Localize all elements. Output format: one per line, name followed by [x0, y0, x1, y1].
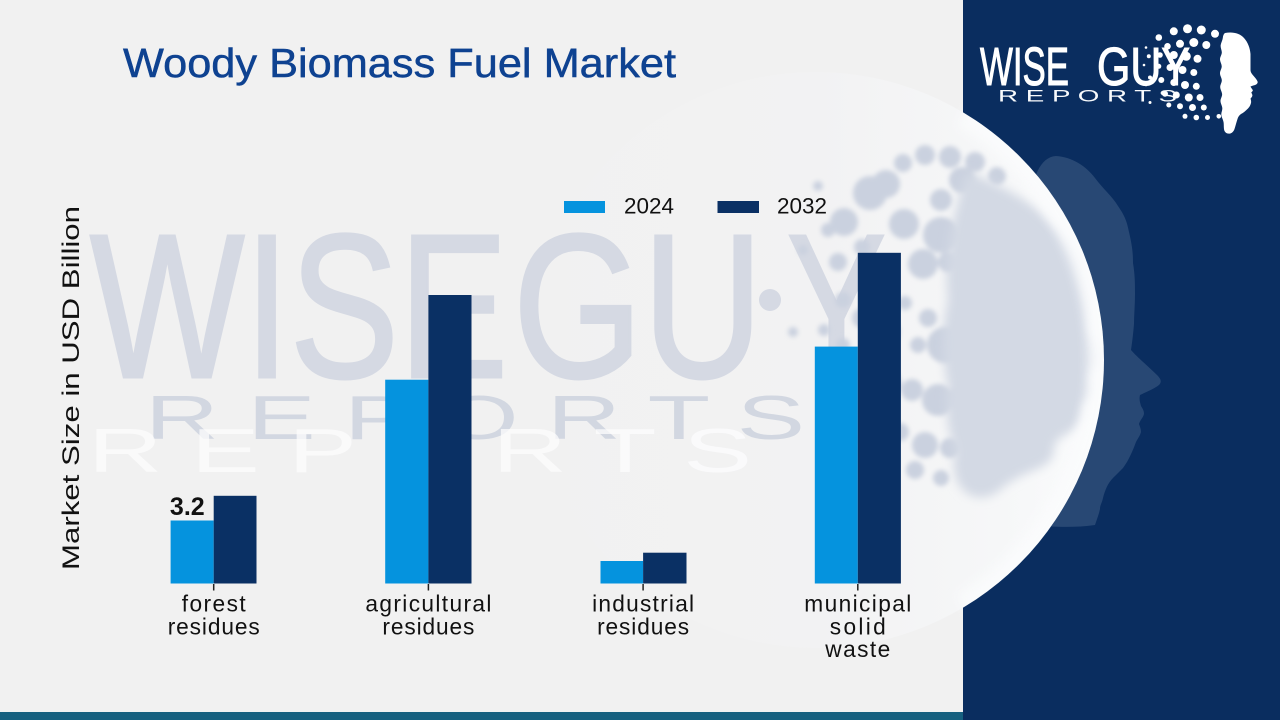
svg-text:forest: forest: [182, 591, 247, 617]
svg-text:R E P O R T S: R E P O R T S: [998, 88, 1177, 106]
svg-text:waste: waste: [824, 636, 890, 662]
svg-text:2024: 2024: [624, 194, 674, 219]
svg-text:Market Size in USD Billion: Market Size in USD Billion: [58, 206, 85, 570]
svg-text:WISE: WISE: [980, 37, 1069, 97]
svg-text:residues: residues: [382, 613, 474, 639]
svg-text:residues: residues: [168, 613, 260, 639]
svg-text:2032: 2032: [777, 194, 827, 219]
svg-text:Woody Biomass Fuel Market: Woody Biomass Fuel Market: [123, 40, 676, 86]
svg-text:residues: residues: [597, 613, 689, 639]
svg-text:GU: GU: [513, 192, 763, 421]
svg-text:GUY: GUY: [1097, 37, 1190, 97]
svg-text:3.2: 3.2: [170, 493, 205, 521]
svg-text:solid: solid: [830, 613, 886, 639]
svg-text:industrial: industrial: [592, 591, 694, 617]
svg-text:R E P O R T S: R E P O R T S: [145, 384, 805, 453]
svg-text:agricultural: agricultural: [365, 591, 491, 617]
